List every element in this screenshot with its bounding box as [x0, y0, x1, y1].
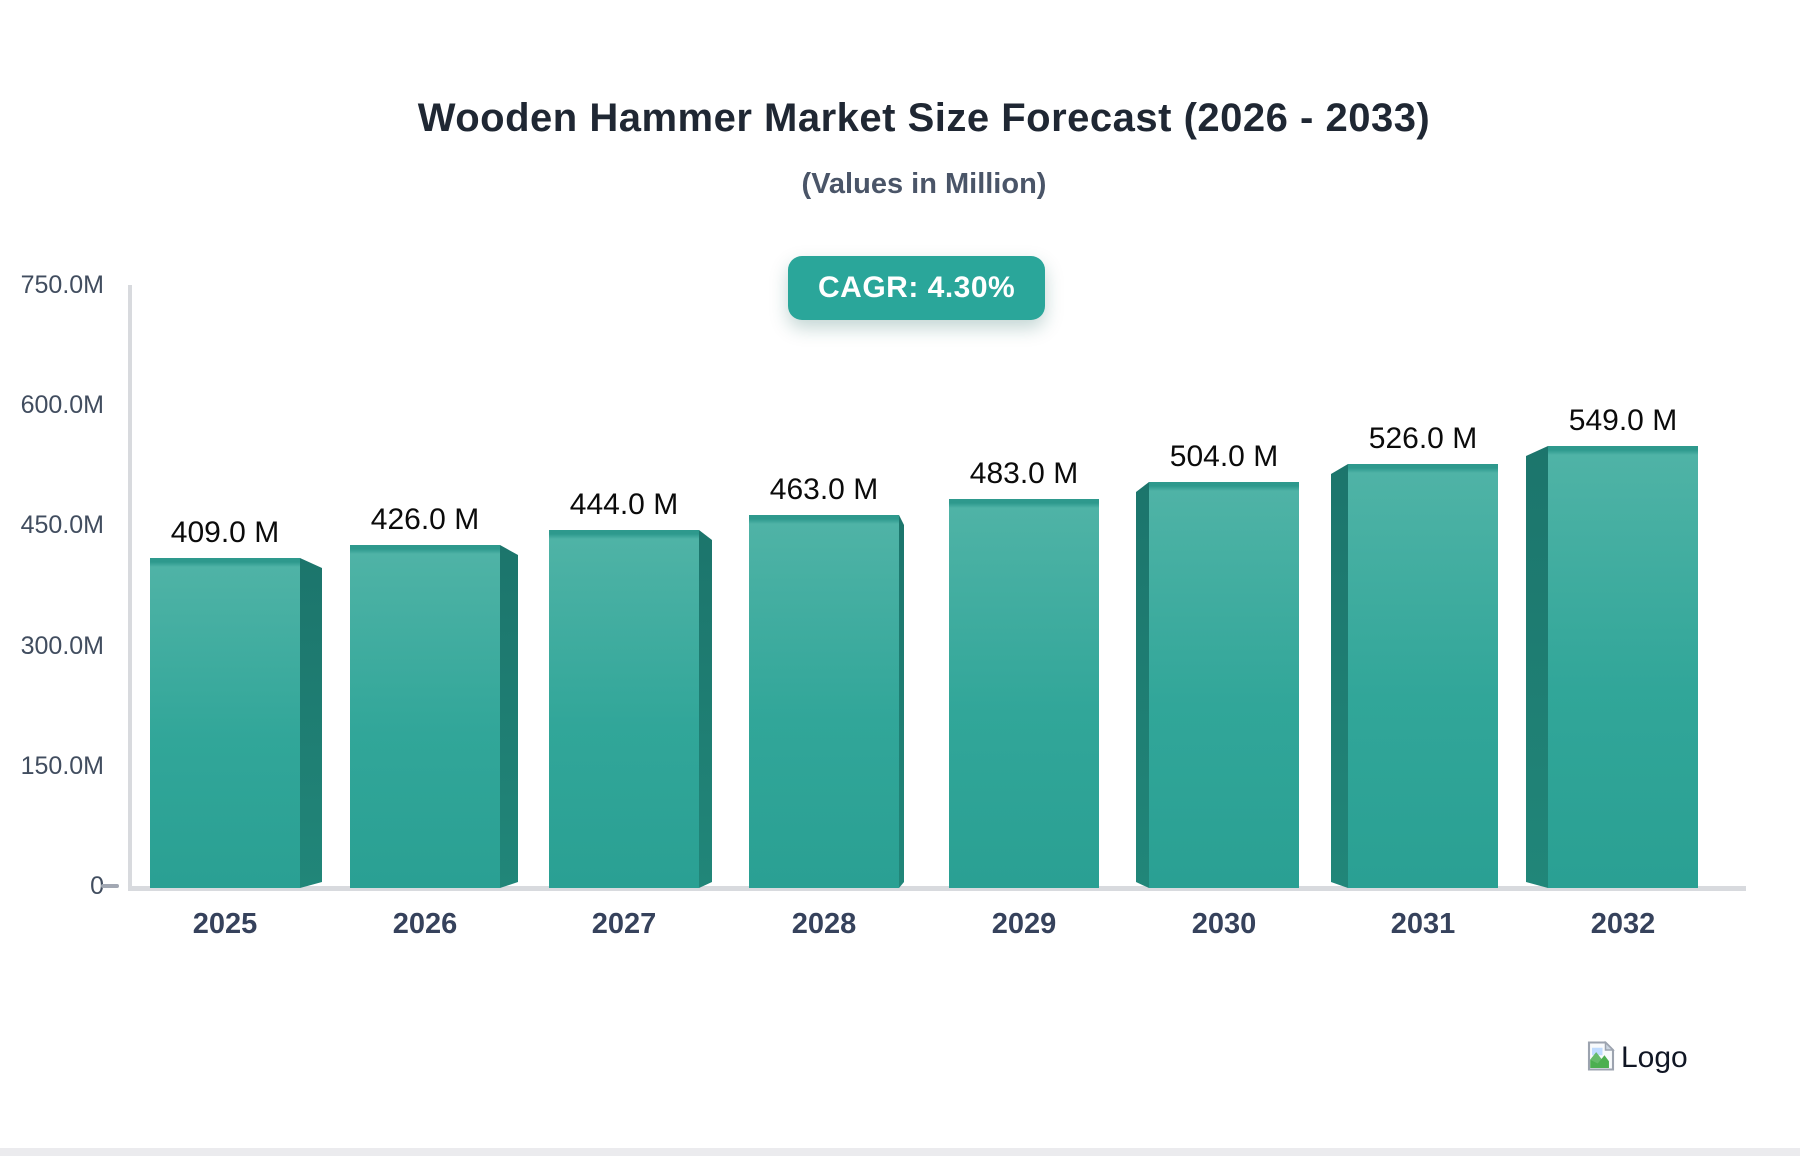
- x-axis-label-2030: 2030: [1191, 908, 1257, 940]
- x-axis-label-2028: 2028: [791, 908, 857, 940]
- y-axis-label-300.0M: 300.0M: [20, 631, 104, 660]
- y-axis-label-600.0M: 600.0M: [20, 391, 104, 420]
- y-axis-label-150.0M: 150.0M: [20, 751, 104, 780]
- logo-text: Logo: [1621, 1041, 1688, 1074]
- bar-side-2030: [1136, 482, 1149, 888]
- bar-side-2027: [699, 530, 712, 888]
- x-axis-label-2025: 2025: [192, 908, 258, 940]
- bar-2032: [1548, 446, 1698, 888]
- bar-2031: [1348, 464, 1498, 888]
- bar-value-label-2030: 504.0 M: [1169, 440, 1279, 473]
- y-axis-label-0: 0: [90, 872, 104, 900]
- bar-side-2026: [500, 545, 518, 888]
- logo: Logo: [1583, 1038, 1688, 1078]
- bar-value-label-2028: 463.0 M: [769, 473, 879, 506]
- bar-2027: [549, 530, 699, 888]
- y-axis-label-750.0M: 750.0M: [20, 271, 104, 299]
- x-axis-label-2031: 2031: [1390, 908, 1456, 940]
- bar-2030: [1149, 482, 1299, 888]
- x-axis-label-2032: 2032: [1590, 908, 1656, 940]
- bar-2025: [150, 558, 300, 888]
- page-bottom-edge: [0, 1148, 1800, 1156]
- y-axis-label-450.0M: 450.0M: [20, 511, 104, 540]
- y-axis-zero-tick: [101, 884, 119, 888]
- bar-2029: [949, 499, 1099, 888]
- bar-side-2032: [1526, 446, 1548, 888]
- bar-side-2028: [899, 515, 904, 888]
- bar-side-2025: [300, 558, 322, 888]
- bar-value-label-2032: 549.0 M: [1568, 404, 1678, 437]
- bar-side-2031: [1331, 464, 1348, 888]
- bar-2028: [749, 515, 899, 888]
- bar-value-label-2027: 444.0 M: [569, 488, 679, 521]
- bar-value-label-2025: 409.0 M: [170, 516, 280, 549]
- x-axis-label-2029: 2029: [991, 908, 1057, 940]
- broken-image-icon: [1583, 1038, 1619, 1074]
- x-axis-label-2027: 2027: [591, 908, 657, 940]
- y-axis-line: [128, 285, 132, 890]
- bar-value-label-2031: 526.0 M: [1368, 422, 1478, 455]
- x-axis-label-2026: 2026: [392, 908, 458, 940]
- cagr-badge: CAGR: 4.30%: [788, 256, 1046, 320]
- chart-subtitle: (Values in Million): [801, 168, 1047, 200]
- bar-value-label-2026: 426.0 M: [370, 503, 480, 536]
- chart-title: Wooden Hammer Market Size Forecast (2026…: [417, 96, 1431, 140]
- bar-value-label-2029: 483.0 M: [969, 457, 1079, 490]
- x-axis-line: [128, 886, 1746, 891]
- bar-2026: [350, 545, 500, 888]
